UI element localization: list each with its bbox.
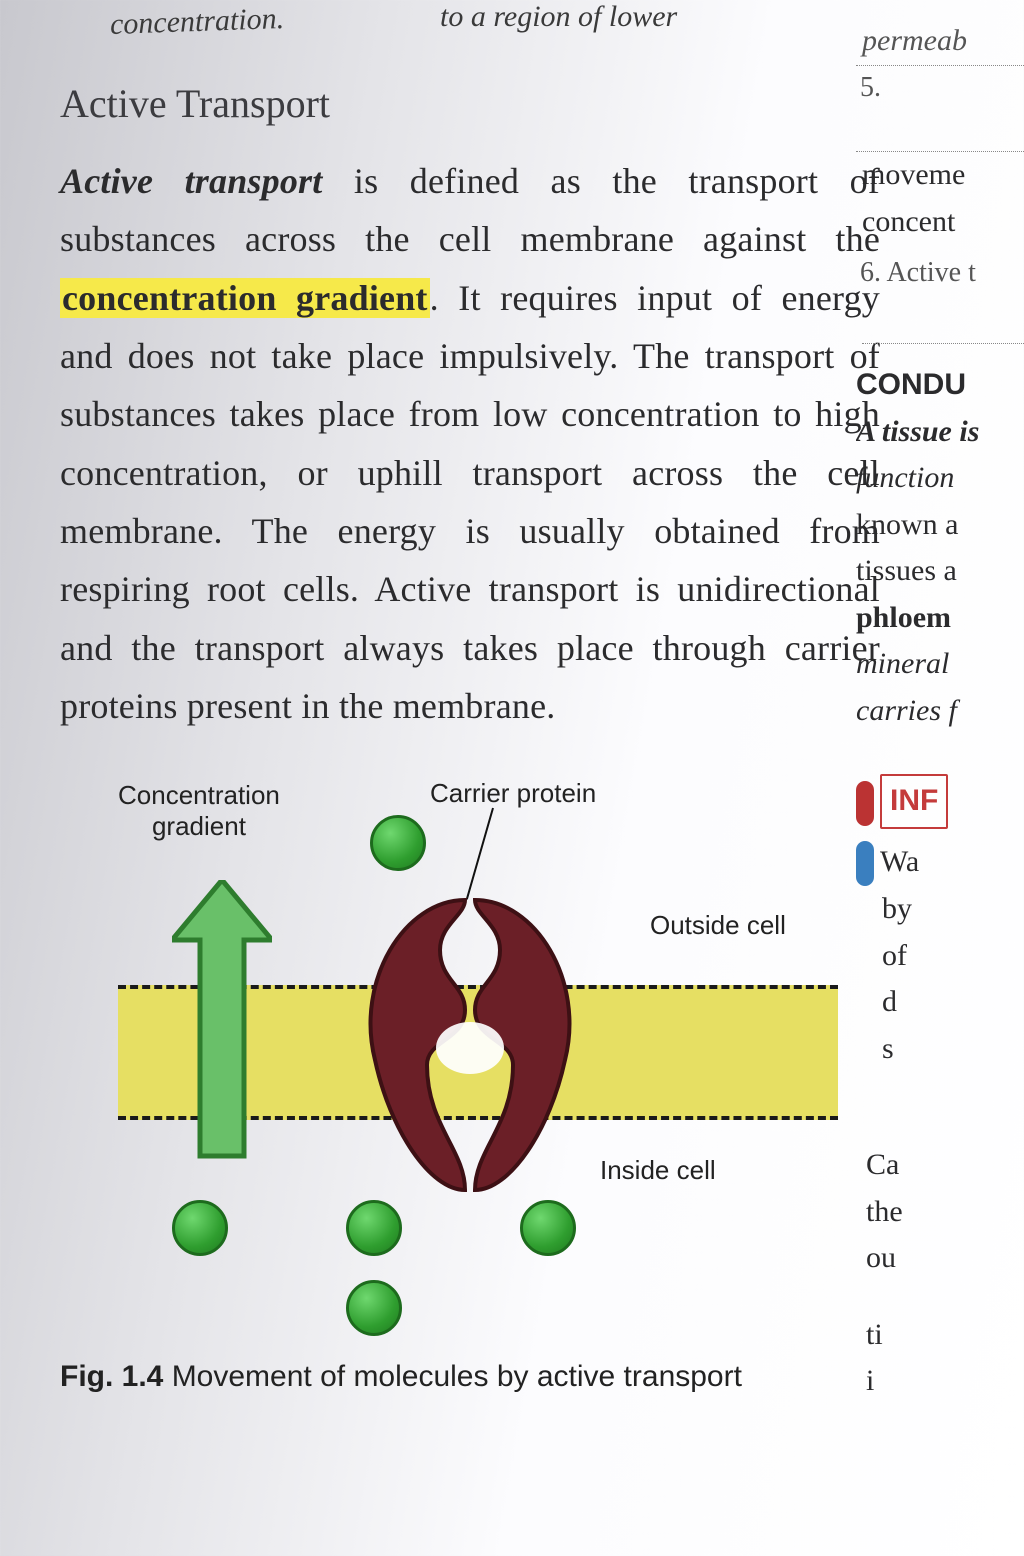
figure-caption: Fig. 1.4 Movement of molecules by active… <box>60 1360 880 1394</box>
leader-line <box>466 808 494 900</box>
label-outside-cell: Outside cell <box>650 910 786 941</box>
fragment-text: to a region of lower <box>440 0 677 34</box>
body-paragraph: Active transport is defined as the trans… <box>60 152 880 735</box>
label-inside-cell: Inside cell <box>600 1155 716 1186</box>
molecule-icon <box>370 815 426 871</box>
section-title: Active Transport <box>60 80 880 127</box>
body-text-2: . It requires input of energy and does n… <box>60 278 880 726</box>
label-concentration-gradient: Concentration gradient <box>118 780 280 842</box>
label-carrier-protein: Carrier protein <box>430 778 596 809</box>
molecule-icon <box>172 1200 228 1256</box>
molecule-icon <box>520 1200 576 1256</box>
carrier-protein-icon <box>365 890 565 1190</box>
adjacent-page-sliver: permeab 5. moveme concent 6. Active t CO… <box>856 0 1024 1405</box>
figure-active-transport: Concentration gradient Carrier protein O… <box>60 760 890 1300</box>
molecule-icon <box>346 1200 402 1256</box>
term-italic: Active transport <box>60 161 322 201</box>
molecule-icon <box>346 1280 402 1336</box>
gradient-arrow-icon <box>172 880 272 1165</box>
highlight-term: concentration gradient <box>60 278 430 318</box>
fragment-text: concentration. <box>109 2 284 42</box>
